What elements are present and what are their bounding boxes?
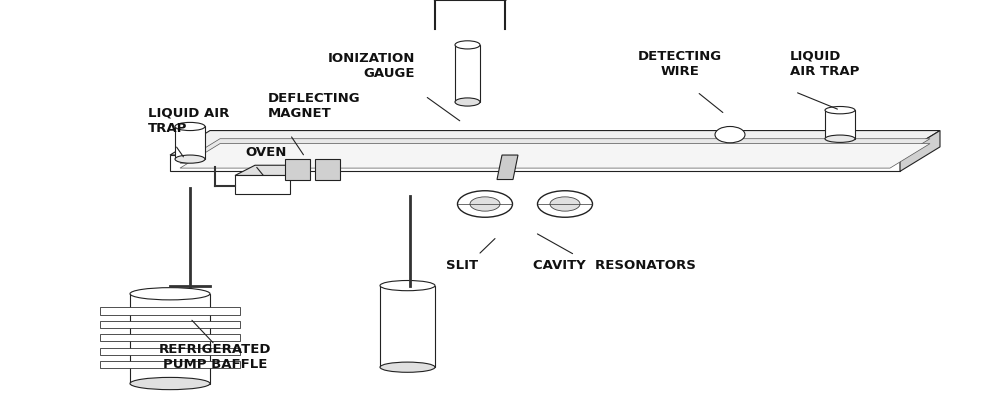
- Polygon shape: [100, 307, 240, 315]
- Polygon shape: [455, 45, 480, 102]
- Polygon shape: [100, 321, 240, 328]
- Polygon shape: [380, 286, 435, 367]
- Ellipse shape: [130, 377, 210, 390]
- Ellipse shape: [825, 135, 855, 142]
- Ellipse shape: [538, 191, 592, 217]
- Polygon shape: [175, 126, 205, 159]
- Polygon shape: [100, 361, 240, 368]
- Ellipse shape: [825, 106, 855, 114]
- Text: DEFLECTING
MAGNET: DEFLECTING MAGNET: [268, 92, 361, 120]
- Ellipse shape: [175, 122, 205, 131]
- Polygon shape: [170, 131, 940, 155]
- Ellipse shape: [550, 197, 580, 211]
- Ellipse shape: [175, 155, 205, 163]
- Text: SLIT: SLIT: [446, 259, 478, 272]
- Ellipse shape: [458, 191, 512, 217]
- Ellipse shape: [470, 197, 500, 211]
- Ellipse shape: [455, 41, 480, 49]
- Polygon shape: [285, 159, 310, 180]
- Polygon shape: [315, 159, 340, 180]
- Polygon shape: [130, 294, 210, 384]
- Polygon shape: [180, 139, 930, 163]
- Ellipse shape: [380, 362, 435, 372]
- Ellipse shape: [380, 281, 435, 290]
- Text: REFRIGERATED
PUMP BAFFLE: REFRIGERATED PUMP BAFFLE: [159, 343, 271, 371]
- Ellipse shape: [715, 126, 745, 143]
- Polygon shape: [180, 144, 930, 168]
- Polygon shape: [235, 175, 290, 194]
- Polygon shape: [100, 334, 240, 341]
- Text: DETECTING
WIRE: DETECTING WIRE: [638, 49, 722, 78]
- Polygon shape: [825, 110, 855, 139]
- Polygon shape: [100, 348, 240, 355]
- Polygon shape: [900, 131, 940, 171]
- Polygon shape: [235, 165, 310, 175]
- Ellipse shape: [455, 98, 480, 106]
- Text: OVEN: OVEN: [245, 146, 286, 159]
- Text: IONIZATION
GAUGE: IONIZATION GAUGE: [328, 51, 415, 80]
- Text: LIQUID AIR
TRAP: LIQUID AIR TRAP: [148, 106, 229, 135]
- Text: CAVITY  RESONATORS: CAVITY RESONATORS: [533, 259, 696, 272]
- Polygon shape: [497, 155, 518, 180]
- Ellipse shape: [130, 288, 210, 300]
- Polygon shape: [170, 155, 900, 171]
- Text: LIQUID
AIR TRAP: LIQUID AIR TRAP: [790, 49, 859, 78]
